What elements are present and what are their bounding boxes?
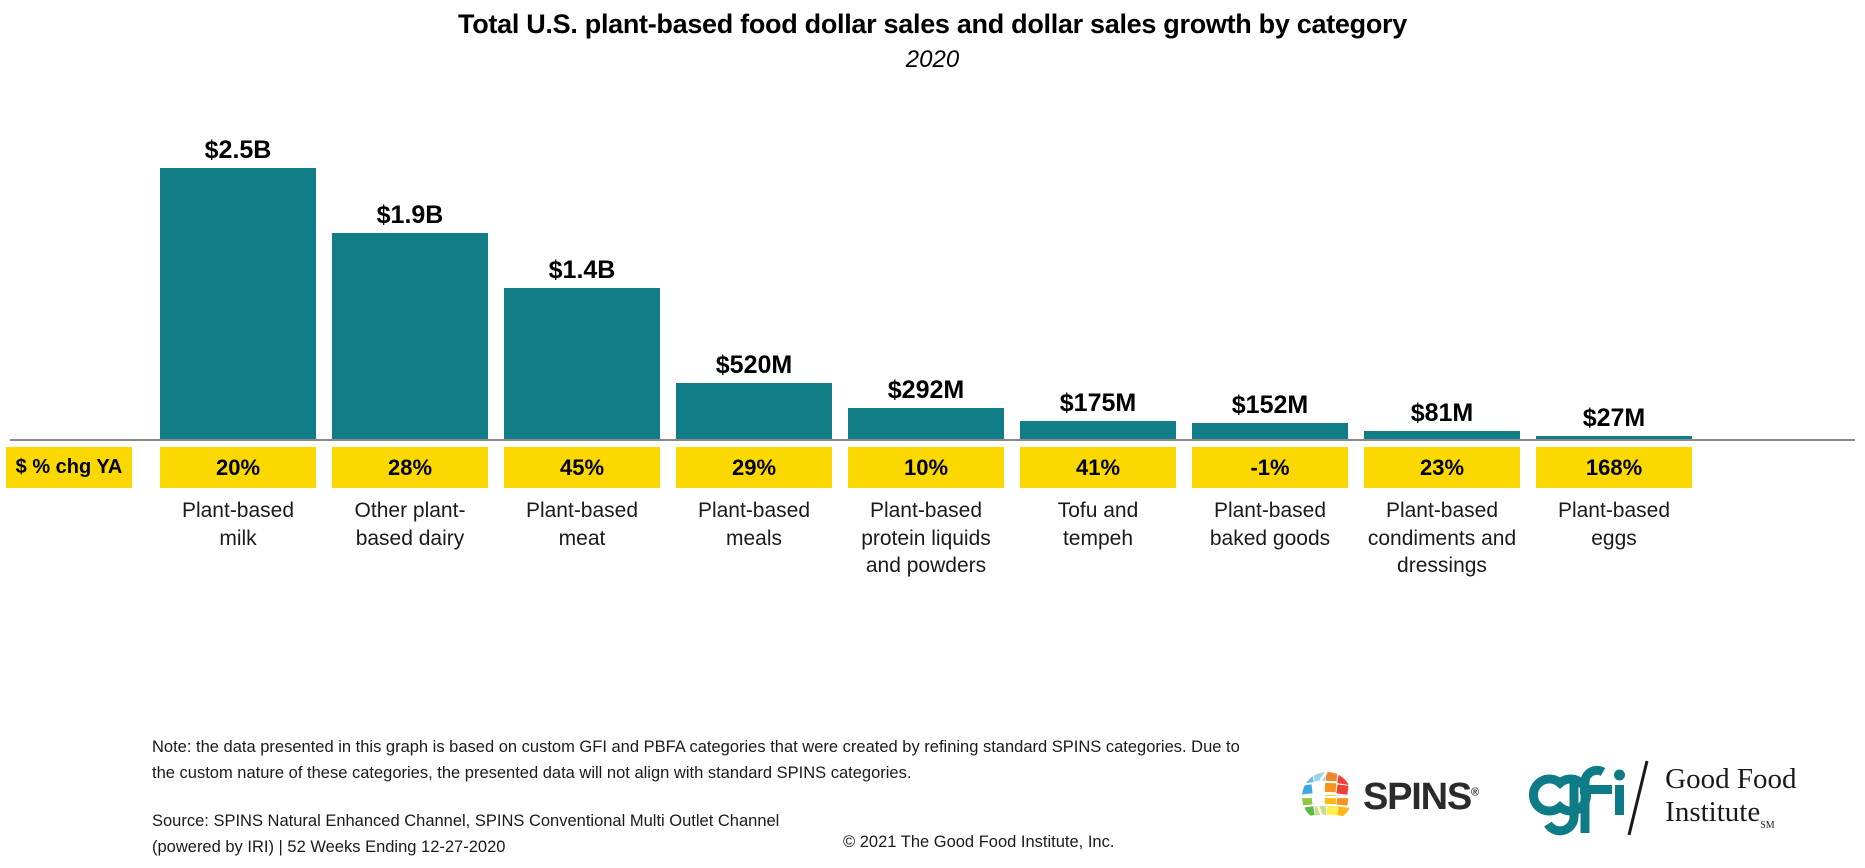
bar-value-label: $2.5B (204, 136, 272, 164)
category-label-line: meat (558, 526, 606, 550)
category-label-line: Plant-based (1213, 499, 1327, 522)
category-label-line: Plant-based (525, 499, 639, 522)
bar[interactable] (160, 168, 316, 440)
source-text: Source: SPINS Natural Enhanced Channel, … (152, 812, 780, 857)
bar-group: $175M (1020, 95, 1176, 440)
bar[interactable] (1364, 431, 1520, 440)
bar[interactable] (1192, 423, 1348, 440)
category-label-line: based dairy (355, 526, 465, 550)
category-label: Plant-based eggs (1536, 497, 1692, 552)
category-label-line: baked goods (1209, 526, 1331, 550)
bar-value-label: $1.4B (548, 256, 616, 284)
bar-value-label: $152M (1231, 391, 1309, 419)
category-label: Tofu and tempeh (1020, 497, 1176, 552)
category-label-line: milk (219, 526, 257, 550)
growth-row-header: $ % chg YA (6, 447, 132, 488)
spins-globe-icon (1300, 770, 1354, 824)
gfi-name-line2-wrap: InstituteSM (1665, 796, 1796, 831)
category-label: Plant-based condiments and dressings (1364, 497, 1520, 580)
title-block: Total U.S. plant-based food dollar sales… (0, 0, 1865, 74)
bar-group: $1.9B (332, 95, 488, 440)
bar-value-label: $292M (887, 376, 965, 404)
category-label-line: Plant-based (181, 499, 295, 522)
growth-percentage-row: $ % chg YA 20% 28% 45% 29% 10% 41% -1% 23% 168% (0, 447, 1865, 488)
bar-value-label: $1.9B (376, 201, 444, 229)
growth-percentage-cell: 28% (332, 447, 488, 488)
category-label: Plant-based baked goods (1192, 497, 1348, 552)
category-label-line: Plant-based (869, 499, 983, 522)
bar-group: $81M (1364, 95, 1520, 440)
growth-percentage-cell: -1% (1192, 447, 1348, 488)
growth-percentage-cell: 41% (1020, 447, 1176, 488)
gfi-logo: Good Food InstituteSM (1525, 755, 1796, 839)
category-label-line: protein liquids (861, 526, 991, 550)
registered-trademark-icon: ® (1471, 785, 1480, 798)
note-text: Note: the data presented in this graph i… (152, 738, 1240, 782)
category-label: Plant-based meals (676, 497, 832, 552)
page-title: Total U.S. plant-based food dollar sales… (458, 9, 1407, 39)
category-label-line: Plant-based (1557, 499, 1671, 522)
logo-group: SPINS® Good Food InstituteSM (1300, 755, 1796, 839)
gfi-name-line2: Institute (1665, 795, 1761, 828)
bar-value-label: $27M (1582, 404, 1646, 432)
growth-percentage-cell: 29% (676, 447, 832, 488)
growth-percentage-cell: 23% (1364, 447, 1520, 488)
category-label-line: dressings (1397, 554, 1487, 578)
bar[interactable] (1536, 436, 1692, 440)
bar-value-label: $520M (715, 351, 793, 379)
category-label-line: condiments and (1367, 526, 1517, 550)
bar-group: $520M (676, 95, 832, 440)
category-label-line: and powders (865, 554, 987, 578)
service-mark-icon: SM (1760, 819, 1775, 831)
category-label: Plant-based protein liquids and powders (848, 497, 1004, 580)
bar-group: $152M (1192, 95, 1348, 440)
category-label: Plant-based meat (504, 497, 660, 552)
copyright-text: © 2021 The Good Food Institute, Inc. (843, 833, 1115, 851)
category-label-line: Plant-based (1385, 499, 1499, 522)
bar-group: $2.5B (160, 95, 316, 440)
bar[interactable] (848, 408, 1004, 440)
gfi-wordmark: Good Food InstituteSM (1665, 763, 1796, 830)
category-label: Other plant-based dairy (332, 497, 488, 552)
category-label-line: eggs (1591, 526, 1637, 550)
bar[interactable] (1020, 421, 1176, 440)
bar-group: $27M (1536, 95, 1692, 440)
category-label-row: Plant-based milk Other plant-based dairy Pl… (0, 497, 1865, 602)
category-label-line: meals (725, 526, 783, 550)
gfi-mark-icon (1525, 755, 1653, 839)
growth-percentage-cell: 168% (1536, 447, 1692, 488)
spins-logo: SPINS® (1300, 770, 1479, 824)
bar-group: $1.4B (504, 95, 660, 440)
bar[interactable] (332, 233, 488, 440)
bar-value-label: $81M (1410, 399, 1474, 427)
spins-wordmark: SPINS® (1363, 776, 1479, 819)
bar[interactable] (504, 288, 660, 440)
category-label-line: Plant-based (697, 499, 811, 522)
growth-percentage-cell: 20% (160, 447, 316, 488)
spins-wordmark-text: SPINS (1363, 775, 1472, 818)
bar-group: $292M (848, 95, 1004, 440)
category-label-line: Tofu and (1057, 499, 1139, 522)
bar[interactable] (676, 383, 832, 440)
growth-percentage-cell: 45% (504, 447, 660, 488)
gfi-name-line1: Good Food (1665, 763, 1797, 796)
bar-value-label: $175M (1059, 389, 1137, 417)
axis-baseline (10, 439, 1855, 441)
category-label: Plant-based milk (160, 497, 316, 552)
growth-percentage-cell: 10% (848, 447, 1004, 488)
category-label-line: tempeh (1062, 526, 1134, 550)
category-label-line: Other plant- (354, 499, 466, 522)
bar-chart-plot-area: $2.5B $1.9B $1.4B $520M $292M $175M $152M $81M $… (0, 95, 1865, 440)
chart-subtitle: 2020 (905, 45, 960, 73)
